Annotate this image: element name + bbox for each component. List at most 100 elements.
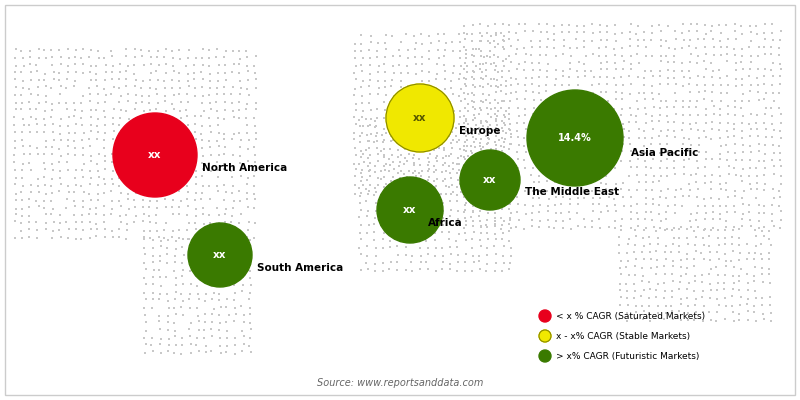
Point [490,32,503,39]
Point [227,282,240,288]
Point [54,137,67,143]
Point [226,213,239,219]
Point [460,46,473,53]
Point [422,78,435,84]
Point [140,296,153,302]
Point [218,211,231,218]
Point [646,201,659,208]
Point [527,28,540,34]
Point [458,146,470,153]
Point [481,30,494,36]
Point [690,217,702,223]
Point [446,114,458,120]
Point [525,75,538,81]
Point [490,236,503,242]
Point [145,158,158,164]
Point [520,51,533,58]
Point [677,141,690,147]
Point [159,70,172,76]
Point [440,121,453,128]
Point [408,160,421,166]
Point [727,126,740,132]
Point [76,203,89,210]
Point [646,113,658,120]
Point [542,128,555,135]
Point [362,155,374,161]
Point [496,186,509,193]
Point [510,223,522,230]
Point [510,76,522,82]
Point [242,343,255,349]
Point [489,105,502,112]
Point [767,150,780,156]
Point [453,146,466,152]
Point [236,266,249,273]
Point [547,45,560,51]
Point [168,268,181,274]
Point [638,105,651,112]
Point [638,256,650,262]
Point [212,70,225,76]
Point [422,113,435,120]
Point [213,143,226,149]
Point [75,166,88,173]
Point [466,268,478,274]
Point [504,127,517,133]
Point [69,54,82,60]
Point [248,123,261,130]
Point [145,175,158,182]
Point [434,191,447,198]
Point [353,161,366,167]
Point [763,228,776,234]
Point [83,168,96,174]
Point [550,142,563,149]
Point [121,181,134,188]
Point [638,158,651,164]
Point [414,118,427,124]
Point [39,226,52,232]
Point [227,130,240,137]
Point [362,138,375,144]
Point [240,48,253,54]
Point [436,222,449,228]
Point [527,97,540,104]
Point [495,148,508,154]
Point [705,195,718,202]
Point [498,167,510,174]
Point [602,126,615,132]
Point [10,106,22,113]
Point [659,248,672,255]
Point [398,184,410,190]
Point [147,267,160,274]
Point [446,38,458,45]
Point [467,59,480,65]
Point [245,349,258,355]
Point [54,54,67,60]
Point [83,210,96,217]
Point [188,70,201,77]
Point [46,107,58,114]
Point [392,200,405,206]
Point [468,53,481,60]
Point [623,43,636,50]
Point [430,75,442,82]
Point [698,195,710,202]
Point [710,287,723,294]
Point [61,62,74,69]
Point [218,196,230,203]
Point [489,170,502,176]
Point [386,77,398,83]
Point [210,183,223,190]
Point [458,192,471,198]
Point [645,37,658,44]
Point [654,80,666,87]
Point [415,144,428,151]
Point [409,101,422,107]
Point [526,188,539,194]
Point [587,195,600,202]
Point [195,196,208,203]
Point [518,143,530,150]
Point [458,96,471,102]
Point [607,106,620,112]
Point [699,172,712,179]
